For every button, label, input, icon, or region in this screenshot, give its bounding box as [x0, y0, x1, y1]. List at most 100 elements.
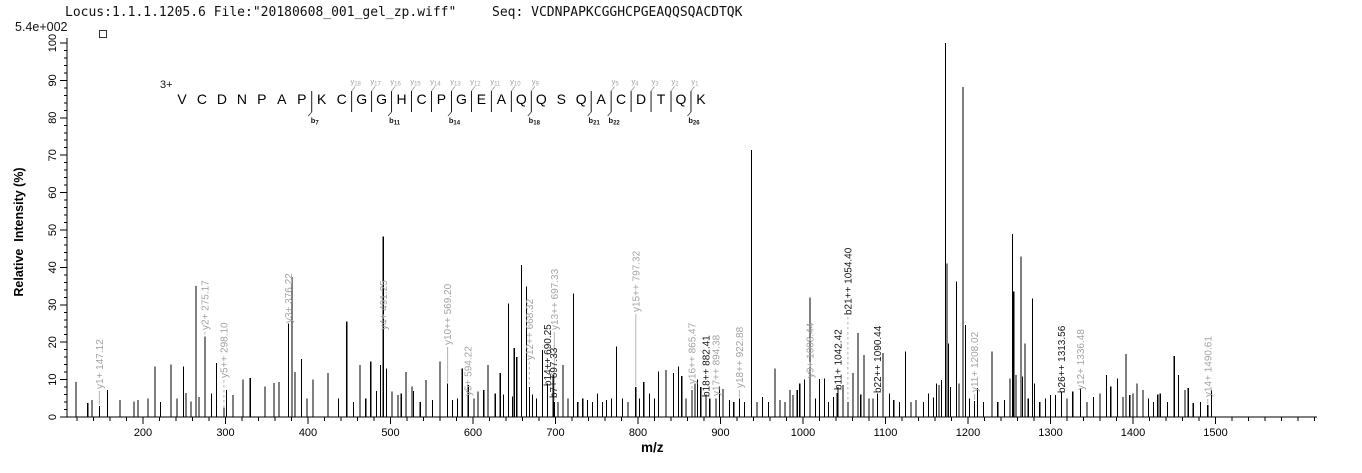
residue-letter: G	[356, 91, 367, 107]
residue-letter: Q	[516, 91, 527, 107]
residue-letter: K	[696, 91, 706, 107]
residue-letter: Q	[676, 91, 687, 107]
y-tick-label: 90	[47, 74, 59, 86]
fragment-y-label: y9	[532, 77, 540, 88]
residue-letter: A	[596, 91, 606, 107]
fragment-b-label: b7	[311, 116, 320, 127]
cleavage-hook-y	[431, 86, 436, 92]
fragment-y-label: y4	[632, 77, 640, 88]
x-axis-title: m/z	[641, 440, 664, 455]
peak-label: y12++ 668.32	[525, 298, 536, 360]
fragment-b-label: b11	[389, 116, 401, 127]
cleavage-hook-y	[630, 86, 635, 92]
peak-labels: y1+ 147.12 y2+ 275.17 y5++ 298.10 y3+ 376.2…	[95, 247, 1214, 398]
y-tick-label: 60	[47, 186, 59, 198]
residue-letter: A	[497, 91, 507, 107]
x-tick-label: 900	[711, 427, 729, 439]
residue-letter: Q	[576, 91, 587, 107]
x-tick-label: 300	[216, 427, 234, 439]
fragment-y-label: y5	[612, 77, 620, 88]
residue-letter: G	[456, 91, 467, 107]
residue-letter: K	[317, 91, 327, 107]
x-tick-label: 1200	[956, 427, 980, 439]
y-tick-label: 10	[47, 373, 59, 385]
x-tick-label: 1400	[1121, 427, 1145, 439]
fragment-y-label: y16	[390, 77, 401, 88]
peak-label: y2+ 275.17	[201, 280, 212, 330]
locus-file-text: Locus:1.1.1.1205.6 File:"20180608_001_ge…	[65, 5, 457, 20]
cleavage-hook-b	[307, 111, 313, 117]
fragment-y-label: y11	[490, 77, 501, 88]
cleavage-hook-y	[650, 86, 655, 92]
x-tick-label: 1100	[874, 427, 898, 439]
residue-letter: Q	[536, 91, 547, 107]
label-connectors	[98, 314, 1209, 407]
peak-label: y1+ 147.12	[95, 339, 106, 389]
top-marker-square	[99, 30, 107, 38]
x-tick-label: 800	[629, 427, 647, 439]
cleavage-hook-y	[351, 86, 356, 92]
fragment-y-label: y2	[671, 77, 679, 88]
peak-label: b11+ 1042.42	[833, 329, 844, 390]
x-tick-label: 600	[464, 427, 482, 439]
peak-label: y4+ 491.25	[379, 280, 390, 330]
fragment-y-label: y1	[691, 77, 699, 88]
y-tick-label: 50	[47, 224, 59, 236]
fragment-y-label: y13	[450, 77, 461, 88]
x-tick-label: 200	[134, 427, 152, 439]
peak-label: b14++ 690.25	[543, 324, 554, 386]
y-tick-label: 30	[47, 299, 59, 311]
cleavage-hook-y	[411, 86, 416, 92]
peaks	[75, 43, 1212, 417]
peak-label: b22++ 1090.44	[873, 325, 884, 393]
y-tick-label: 0	[47, 414, 59, 420]
residue-letter: C	[616, 91, 626, 107]
residue-letter: S	[557, 91, 566, 107]
cleavage-hook-b	[387, 111, 392, 117]
sequence-text: Seq: VCDNPAPKCGGHCPGEAQQSQACDTQK	[492, 5, 743, 20]
residue-letter: A	[277, 91, 287, 107]
peak-label: y5+ 594.22	[464, 346, 475, 396]
cleavage-hook-b	[527, 111, 532, 117]
cleavage-hook-y	[511, 86, 516, 92]
precursor-charge-label: 3+	[160, 79, 173, 91]
fragment-y-label: y17	[370, 77, 381, 88]
fragment-b-label: b14	[449, 116, 461, 127]
fragment-b-label: b22	[608, 116, 620, 127]
y-tick-label: 20	[47, 336, 59, 348]
cleavage-hook-b	[687, 111, 692, 117]
x-tick-label: 1500	[1203, 427, 1227, 439]
fragment-y-label: y15	[410, 77, 421, 88]
peak-label: y11+ 1208.02	[970, 331, 981, 392]
residue-letter: P	[297, 91, 306, 107]
cleavage-hook-y	[610, 86, 615, 92]
peak-label: y5++ 298.10	[219, 322, 230, 378]
y-tick-label: 40	[47, 261, 59, 273]
peak-label: y17++ 894.38	[711, 334, 722, 396]
peak-label: y10++ 569.20	[443, 283, 454, 345]
cleavage-hook-b	[607, 111, 612, 117]
fragment-y-label: y14	[430, 77, 441, 88]
axes: 200 300 400 500 600 700 800 900 1000 1100 1200 1300…	[47, 34, 1317, 439]
residue-letter: D	[636, 91, 646, 107]
fragment-b-label: b21	[589, 116, 601, 127]
cleavage-hook-y	[530, 86, 536, 92]
cleavage-hook-y	[371, 86, 376, 92]
y-tick-label: 100	[47, 34, 59, 52]
x-tick-label: 1000	[791, 427, 815, 439]
residue-letter: D	[217, 91, 227, 107]
x-tick-label: 400	[299, 427, 317, 439]
residue-letter: C	[197, 91, 207, 107]
residue-letter: V	[177, 91, 187, 107]
intensity-scale-label: 5.4e+002	[15, 20, 68, 34]
peak-label: y15++ 797.32	[631, 250, 642, 312]
residue-letter: P	[257, 91, 266, 107]
x-tick-label: 1300	[1038, 427, 1062, 439]
cleavage-hook-y	[491, 86, 496, 92]
y-tick-label: 70	[47, 149, 59, 161]
x-tick-label: 500	[381, 427, 399, 439]
fragment-y-label: y3	[652, 77, 660, 88]
cleavage-hook-y	[471, 86, 476, 92]
